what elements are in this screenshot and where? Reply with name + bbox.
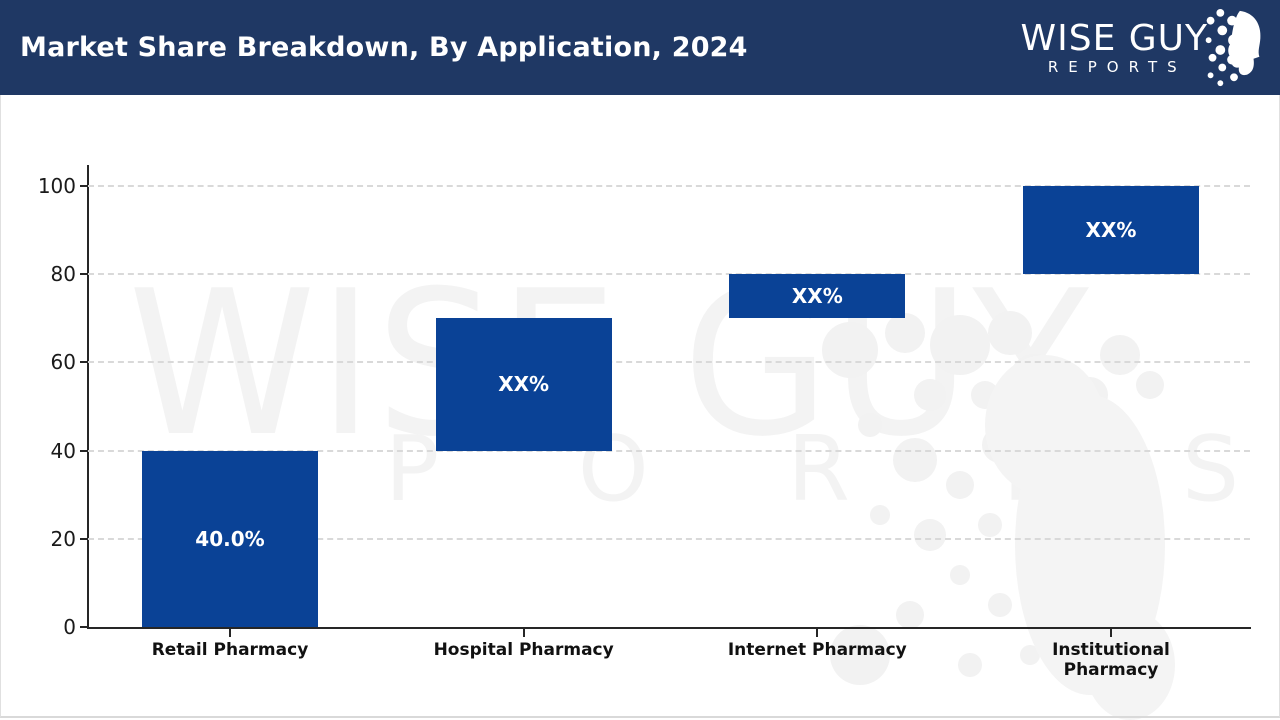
x-tick-mark	[816, 629, 819, 637]
y-tick-label: 100	[37, 174, 76, 198]
gridline	[88, 273, 1250, 276]
x-tick-mark	[522, 629, 525, 637]
x-category-label: Retail Pharmacy	[151, 640, 309, 660]
x-category-label: Institutional Pharmacy	[1052, 640, 1170, 681]
bar-segment: XX%	[729, 274, 906, 319]
y-tick-label: 0	[63, 615, 76, 639]
x-tick-mark	[229, 629, 231, 637]
bar-value-label: XX%	[791, 284, 843, 309]
y-axis-line	[87, 165, 89, 627]
bar-value-label: XX%	[498, 372, 550, 397]
gridline	[88, 185, 1250, 187]
logo: WISE GUY REPORTS	[1021, 4, 1267, 92]
y-tick-label: 60	[50, 350, 76, 375]
y-tick-mark	[80, 537, 88, 540]
gridline	[88, 449, 1250, 452]
logo-wordmark: WISE GUY	[1020, 18, 1208, 60]
bar-value-label: XX%	[1085, 218, 1137, 243]
watermark: WISE GUY P O R T S	[0, 95, 1280, 720]
y-tick-mark	[80, 185, 88, 187]
logo-head-icon	[1205, 8, 1261, 87]
bar-value-label: 40.0%	[195, 526, 265, 551]
y-tick-mark	[80, 273, 88, 276]
x-category-label: Internet Pharmacy	[727, 640, 907, 660]
y-tick-label: 80	[50, 262, 76, 287]
y-tick-mark	[80, 449, 88, 452]
x-category-label: Hospital Pharmacy	[433, 640, 614, 660]
x-tick-mark	[1110, 629, 1112, 637]
x-axis-line	[87, 627, 1251, 629]
gridline	[88, 361, 1250, 364]
gridline	[88, 537, 1250, 540]
bar-segment: XX%	[1023, 186, 1199, 275]
logo-subtitle: REPORTS	[1047, 57, 1187, 76]
y-tick-mark	[80, 361, 88, 364]
page-title: Market Share Breakdown, By Application, …	[20, 32, 748, 63]
bar-segment: 40.0%	[142, 450, 318, 627]
watermark-head-dots	[822, 311, 1175, 720]
logo-text: WISE GUY REPORTS	[1021, 20, 1209, 76]
y-tick-label: 20	[50, 526, 76, 551]
y-tick-label: 40	[50, 438, 76, 463]
y-tick-mark	[80, 626, 88, 628]
header-bar: Market Share Breakdown, By Application, …	[0, 0, 1280, 95]
bar-segment: XX%	[435, 318, 612, 451]
